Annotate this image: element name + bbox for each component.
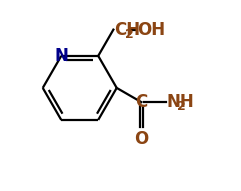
Text: N: N	[54, 47, 68, 65]
Text: 2: 2	[177, 100, 186, 113]
Text: 2: 2	[125, 28, 134, 41]
Text: OH: OH	[137, 21, 165, 39]
Text: NH: NH	[167, 93, 194, 111]
Text: O: O	[134, 130, 148, 148]
Text: C: C	[135, 93, 147, 111]
Text: CH: CH	[114, 21, 141, 39]
